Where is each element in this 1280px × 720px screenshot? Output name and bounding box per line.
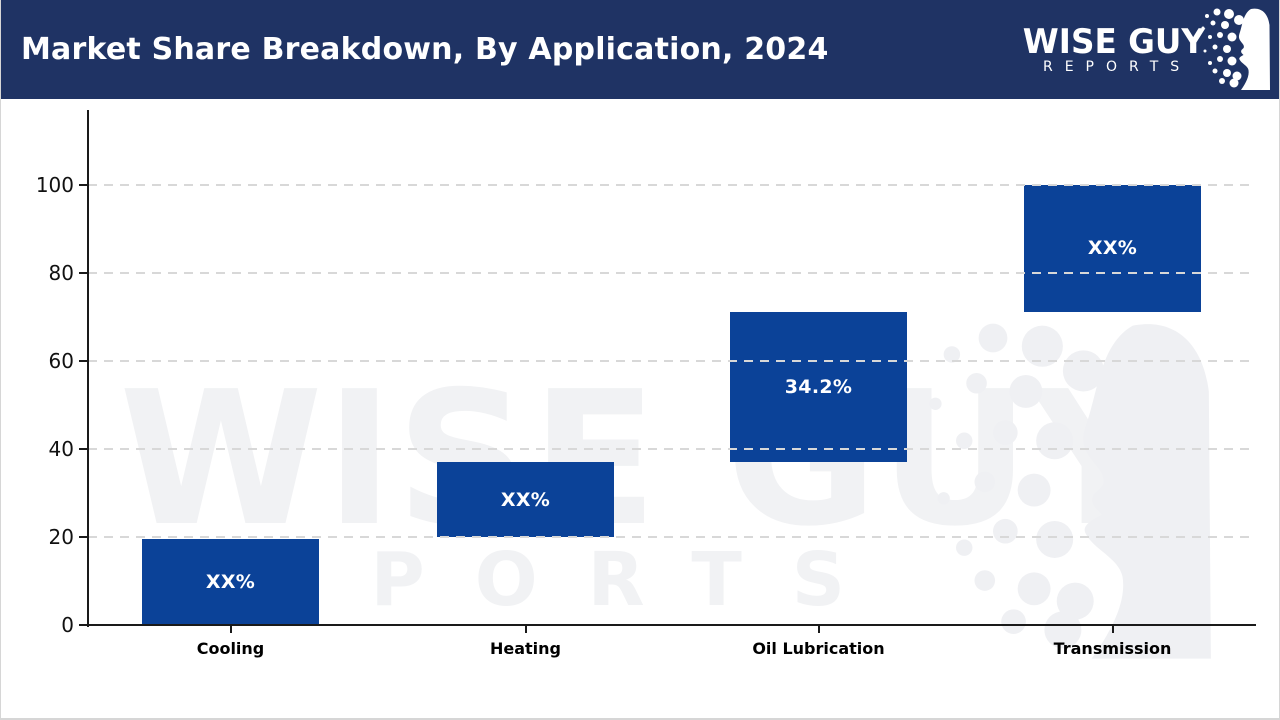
bar-heating: XX% xyxy=(437,462,614,537)
x-axis-label-transmission: Transmission xyxy=(1053,639,1172,658)
chart-plot-area: WISE GUY REPORTS 0 20 40 60 80 100 XX% Cooling X… xyxy=(1,99,1279,720)
bar-value-label: XX% xyxy=(500,488,551,511)
y-tick-label: 60 xyxy=(48,349,74,373)
watermark-wordmark: WISE GUY xyxy=(119,351,1168,567)
gridline-80 xyxy=(88,272,1255,274)
header-bar: Market Share Breakdown, By Application, … xyxy=(1,0,1279,99)
x-tick-mark xyxy=(1111,626,1114,633)
y-tick-mark xyxy=(79,360,87,362)
y-tick-mark xyxy=(79,624,87,626)
x-axis-label-cooling: Cooling xyxy=(196,639,265,658)
y-tick-mark xyxy=(79,448,87,450)
bar-oil-lubrication: 34.2% xyxy=(730,311,907,463)
bar-value-label: 34.2% xyxy=(784,375,853,398)
logo-subtitle: REPORTS xyxy=(1042,58,1192,75)
x-tick-mark xyxy=(817,626,820,633)
y-tick-label: 20 xyxy=(48,525,74,549)
gridline-40 xyxy=(88,448,1255,450)
y-tick-label: 0 xyxy=(61,613,74,637)
logo-text: WISE GUY REPORTS xyxy=(1019,22,1209,75)
x-axis-label-oil-lubrication: Oil Lubrication xyxy=(752,639,885,658)
chart-title: Market Share Breakdown, By Application, … xyxy=(21,32,829,67)
x-tick-mark xyxy=(524,626,527,633)
gridline-100 xyxy=(88,184,1255,186)
bar-transmission: XX% xyxy=(1024,185,1201,312)
bar-value-label: XX% xyxy=(205,571,256,594)
x-axis-label-heating: Heating xyxy=(489,639,561,658)
bar-value-label: XX% xyxy=(1087,237,1138,260)
gridline-60 xyxy=(88,360,1255,362)
wise-guy-logo: WISE GUY REPORTS xyxy=(1019,6,1271,90)
y-tick-mark xyxy=(79,272,87,274)
logo-wordmark: WISE GUY xyxy=(1022,21,1206,62)
gridline-20 xyxy=(88,536,1255,538)
y-axis-line xyxy=(87,110,89,627)
y-tick-label: 80 xyxy=(48,261,74,285)
y-tick-label: 40 xyxy=(48,437,74,461)
y-tick-mark xyxy=(79,536,87,538)
x-tick-mark xyxy=(229,626,232,633)
bar-cooling: XX% xyxy=(142,539,319,625)
x-axis-line xyxy=(87,624,1256,626)
dot-face-logo-icon xyxy=(1199,6,1271,90)
y-tick-mark xyxy=(79,184,87,186)
watermark-dot-face-icon xyxy=(919,311,1215,661)
y-tick-label: 100 xyxy=(35,173,74,197)
